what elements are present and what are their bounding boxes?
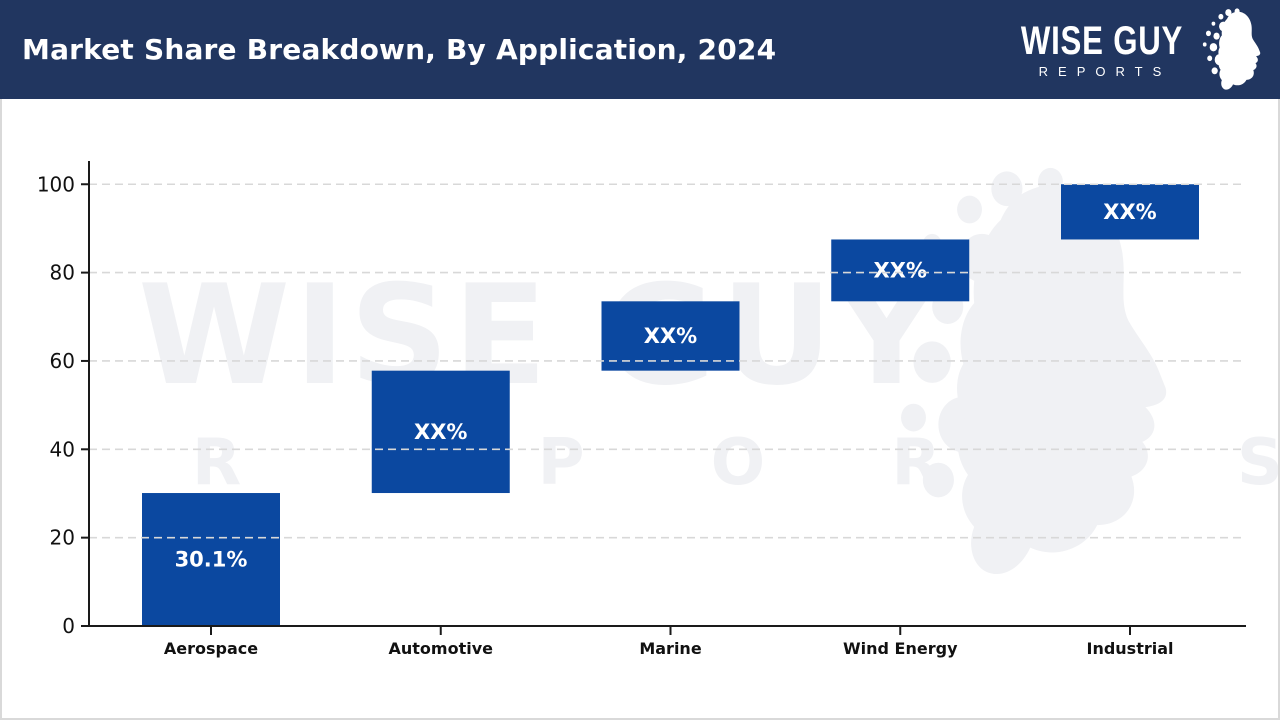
market-share-waterfall-chart: 30.1% XX% XX% XX% XX% 0 20 40 60 80 100 Aerospace Au…	[37, 161, 1246, 658]
bar-label-automotive: XX%	[414, 420, 467, 444]
header: Market Share Breakdown, By Application, …	[0, 0, 1280, 99]
bar-aerospace	[142, 493, 280, 626]
y-tick-label-20: 20	[50, 526, 75, 550]
bar-label-industrial: XX%	[1103, 200, 1156, 224]
y-tick-label-40: 40	[50, 437, 75, 461]
y-tick-label-0: 0	[62, 614, 75, 638]
wiseguy-face-icon	[1202, 7, 1261, 90]
bar-label-aerospace: 30.1%	[175, 548, 248, 572]
x-label-wind-energy: Wind Energy	[843, 639, 958, 658]
x-label-industrial: Industrial	[1086, 639, 1173, 658]
bar-wind-energy	[831, 239, 970, 302]
y-tick-label-60: 60	[50, 349, 75, 373]
bar-label-wind-energy: XX%	[874, 258, 927, 282]
x-label-automotive: Automotive	[389, 639, 494, 658]
page-title: Market Share Breakdown, By Application, …	[22, 33, 777, 66]
x-label-aerospace: Aerospace	[164, 639, 258, 658]
bar-marine	[601, 301, 740, 371]
x-label-marine: Marine	[639, 639, 701, 658]
logo-text: WISE GUY REPORTS	[998, 21, 1206, 78]
bar-industrial	[1061, 184, 1199, 240]
logo-wordmark: WISE GUY	[1020, 19, 1184, 63]
chart-area: WISE GUY R E P O R T S 30.1% XX% XX% XX% XX%…	[0, 99, 1280, 720]
y-tick-label-100: 100	[37, 172, 75, 196]
logo-subtitle: REPORTS	[1038, 64, 1172, 79]
brand-logo: WISE GUY REPORTS	[998, 7, 1262, 93]
y-tick-label-80: 80	[50, 261, 75, 285]
bar-label-marine: XX%	[644, 324, 697, 348]
bar-automotive	[371, 370, 510, 494]
